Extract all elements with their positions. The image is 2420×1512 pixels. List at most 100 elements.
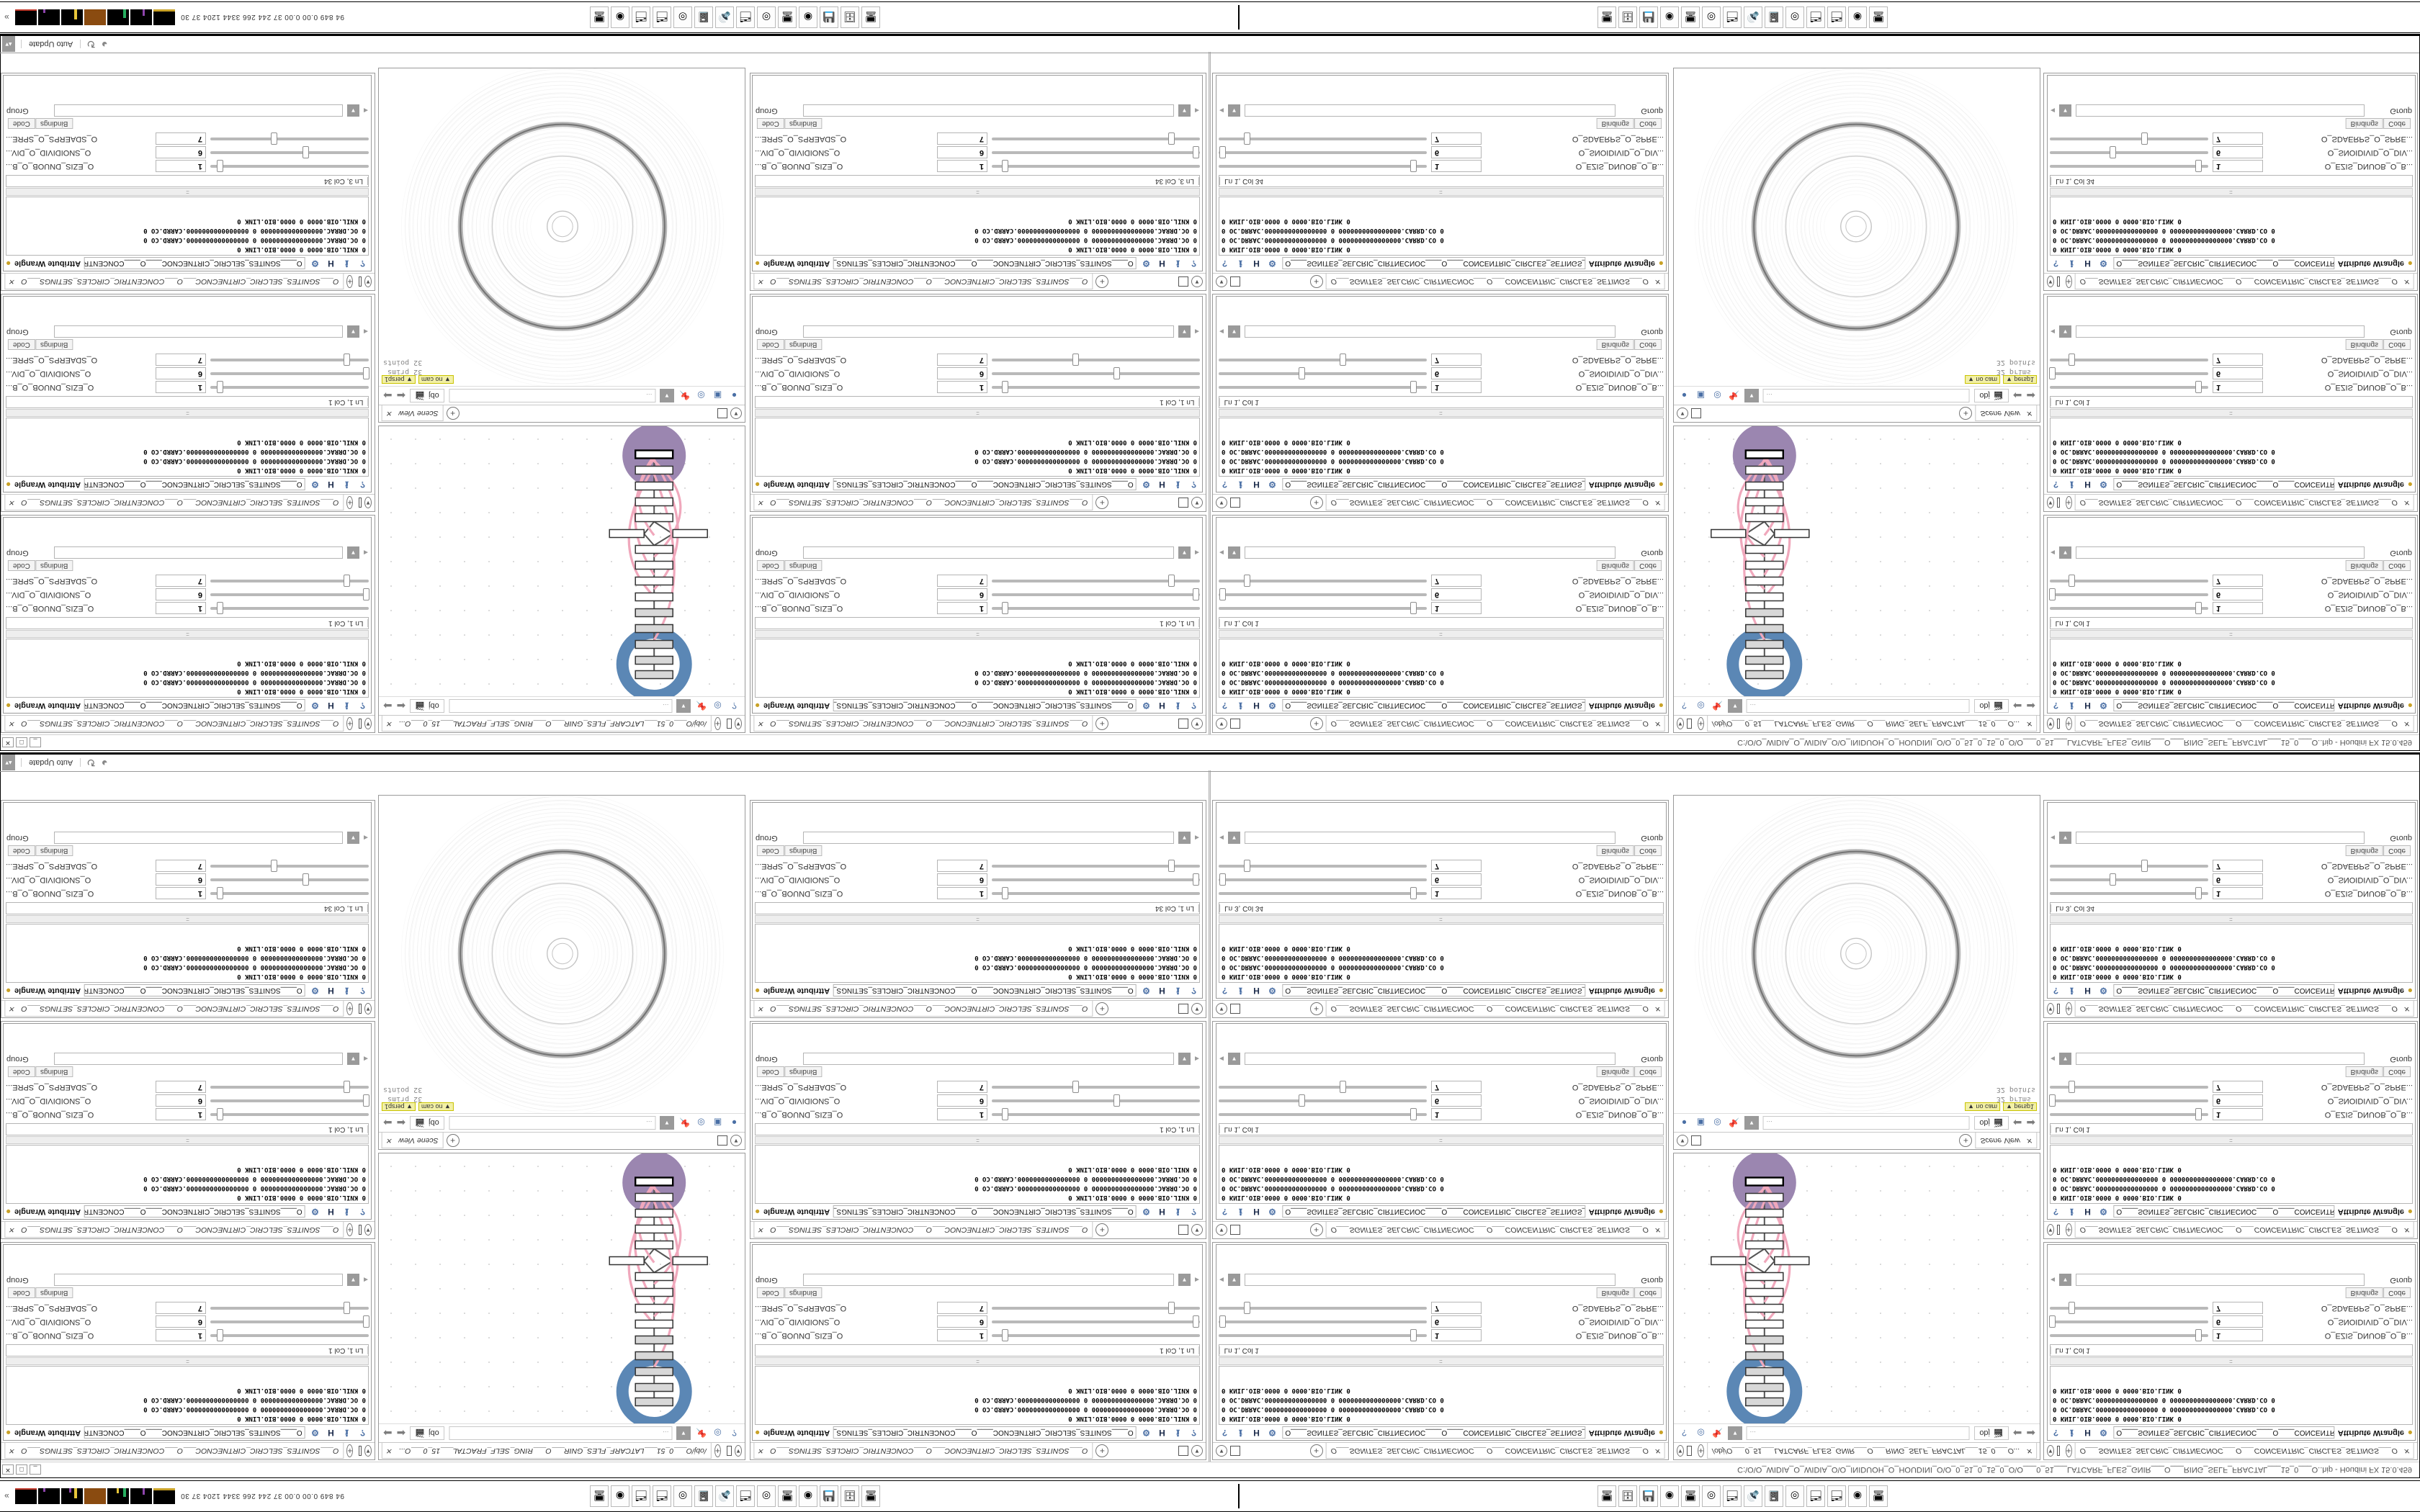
pin-icon[interactable]: 📌 bbox=[1712, 1428, 1723, 1439]
app-icon-editor[interactable]: 🗂 bbox=[1806, 6, 1825, 28]
params-tabbar[interactable]: O___SGNITES_SELCRIC_CIRTNECNOC___O___CON… bbox=[1, 715, 375, 732]
add-tab-icon[interactable]: + bbox=[346, 275, 354, 289]
code-hscrollbar[interactable]: :::: bbox=[755, 409, 1200, 418]
code-bindings-tabs[interactable]: Code Bindings bbox=[8, 118, 371, 130]
tab-parameters[interactable]: O___SGNITES_SELCRIC_CIRTNECNOC___O___CON… bbox=[1325, 716, 1665, 732]
gear-icon[interactable]: ⚙ bbox=[1142, 1207, 1150, 1217]
tab-code[interactable]: Code bbox=[757, 560, 784, 572]
code-bindings-tabs[interactable]: Code Bindings bbox=[2048, 1287, 2411, 1299]
param-row[interactable]: O_EZIS_DNUOB_O_B... 1 bbox=[755, 380, 1200, 394]
app-icon-save[interactable]: 💾 bbox=[1639, 1485, 1658, 1507]
app-icon-houdini3[interactable]: ◎ bbox=[757, 1485, 776, 1507]
group-field[interactable] bbox=[2076, 1053, 2365, 1066]
param-row[interactable]: O_SNOIDIVID_O_DIV... 6 bbox=[1219, 588, 1664, 601]
add-tab-icon[interactable]: + bbox=[2065, 1223, 2072, 1237]
back-arrow-icon[interactable]: ⬅ bbox=[383, 389, 393, 402]
node-name-field[interactable]: O____SGNITES_SELCRIC_CIRTNECNOC____O____… bbox=[2113, 257, 2334, 270]
params-tab-pane[interactable]: O___SGNITES_SELCRIC_CIRTNECNOC___O___CON… bbox=[2043, 1242, 2418, 1460]
chevron-down-icon[interactable]: ▼ bbox=[1178, 325, 1191, 338]
path-dropdown-icon[interactable]: ▼ bbox=[1728, 1426, 1742, 1440]
group-field[interactable] bbox=[54, 325, 343, 338]
node-name-field[interactable]: O____SGNITES_SELCRIC_CIRTNECNOC____O____… bbox=[2113, 699, 2334, 712]
help-icon[interactable]: ? bbox=[732, 701, 737, 711]
refresh-icon-2[interactable]: ↻ bbox=[86, 37, 96, 50]
add-tab-icon[interactable]: + bbox=[1309, 1444, 1323, 1458]
param-slider[interactable] bbox=[1219, 1108, 1427, 1121]
parameter-pane[interactable]: ● Attribute Wrangle O____SGNITES_SELCRIC… bbox=[3, 517, 372, 714]
tab-parameters[interactable]: O___SGNITES_SELCRIC_CIRTNECNOC___O___CON… bbox=[4, 1222, 344, 1238]
param-value-field[interactable]: 1 bbox=[1430, 381, 1482, 394]
close-icon[interactable]: ✕ bbox=[9, 1446, 16, 1455]
param-value-field[interactable]: 7 bbox=[1430, 860, 1482, 873]
maximize-pane-icon[interactable] bbox=[2056, 498, 2060, 508]
group-picker-icon[interactable]: ▸ bbox=[2051, 326, 2056, 337]
node-name-field[interactable]: O____SGNITES_SELCRIC_CIRTNECNOC____O____… bbox=[1282, 257, 1585, 270]
network-editor-pathbar[interactable]: ⬅ ➡ 🎬 obj ... ▼ 📌 ◎ ? bbox=[1674, 696, 2040, 715]
sphere-icon[interactable]: ● bbox=[731, 390, 738, 401]
group-row[interactable]: Group ▼ ▸ bbox=[4, 324, 371, 338]
param-row[interactable]: O_SNOIDIVID_O_DIV... 6 bbox=[6, 366, 369, 380]
code-hscrollbar[interactable]: :::: bbox=[755, 1357, 1200, 1366]
chevron-down-icon[interactable]: ▼ bbox=[346, 832, 359, 845]
tab-network-editor[interactable]: /obj/O___0_51___LATCARF_FLES_GNIR___O___… bbox=[1707, 716, 2037, 732]
node-name-field[interactable]: O____SGNITES_SELCRIC_CIRTNECNOC____O____… bbox=[2113, 1426, 2334, 1439]
maximize-pane-icon[interactable] bbox=[717, 1135, 727, 1146]
pane-menu-icon[interactable]: ▼ bbox=[2047, 276, 2054, 288]
forward-arrow-icon[interactable]: ➡ bbox=[396, 699, 406, 712]
scene-view-tabbar[interactable]: Scene View ✕ + ▼ bbox=[1674, 405, 2040, 422]
add-tab-icon[interactable]: + bbox=[2065, 1444, 2072, 1458]
param-row[interactable]: O_EZIS_DNUOB_O_B... 1 bbox=[2050, 1328, 2413, 1342]
app-icon-houdini4[interactable]: ◎ bbox=[673, 1485, 692, 1507]
param-slider[interactable] bbox=[992, 1329, 1200, 1342]
node-header[interactable]: ● Attribute Wrangle O____SGNITES_SELCRIC… bbox=[753, 1426, 1202, 1440]
param-slider[interactable] bbox=[2050, 1329, 2209, 1342]
param-value-field[interactable]: 7 bbox=[937, 575, 988, 588]
param-row[interactable]: O_EZIS_DNUOB_O_B... 1 bbox=[1219, 886, 1664, 900]
help-icon[interactable]: ? bbox=[1222, 1207, 1228, 1217]
maximize-pane-icon[interactable] bbox=[1178, 276, 1188, 287]
code-bindings-tabs[interactable]: Code Bindings bbox=[2048, 339, 2411, 351]
group-row[interactable]: Group ▼ ▸ bbox=[4, 1051, 371, 1066]
param-slider[interactable] bbox=[2049, 588, 2209, 601]
close-icon[interactable]: ✕ bbox=[2403, 1004, 2409, 1013]
info-icon[interactable]: ℹ bbox=[1176, 258, 1180, 269]
add-tab-icon[interactable]: + bbox=[346, 1444, 354, 1458]
parameter-list[interactable]: O_EZIS_DNUOB_O_B... 1 O_SNOIDIVID_O_DIV.… bbox=[2048, 351, 2415, 395]
pane-menu-icon[interactable]: ▼ bbox=[2047, 1003, 2054, 1015]
app-icon-calculator2[interactable]: 📓 bbox=[694, 1485, 713, 1507]
param-value-field[interactable]: 7 bbox=[1430, 575, 1482, 588]
scene-view-pathbar[interactable]: ⬅ ➡ 🎬 obj ... ▼ 📌 ◎ ▣ ● bbox=[1674, 1113, 2040, 1132]
params-tabbar[interactable]: O___SGNITES_SELCRIC_CIRTNECNOC___O___CON… bbox=[750, 494, 1206, 511]
info-icon[interactable]: ℹ bbox=[1176, 1207, 1180, 1217]
tab-bindings[interactable]: Bindings bbox=[1596, 1066, 1635, 1078]
tab-parameters[interactable]: O___SGNITES_SELCRIC_CIRTNECNOC___O___CON… bbox=[753, 716, 1093, 732]
parameter-pane[interactable]: ● Attribute Wrangle O____SGNITES_SELCRIC… bbox=[752, 75, 1203, 271]
params-tabbar[interactable]: O___SGNITES_SELCRIC_CIRTNECNOC___O___CON… bbox=[2044, 1221, 2417, 1238]
scene-view-pane[interactable]: Scene View ✕ + ▼ ⬅ ➡ 🎬 obj ... ▼ 📌 ◎ ▣ ●… bbox=[1673, 795, 2040, 1150]
param-slider[interactable] bbox=[210, 860, 369, 873]
tab-bindings[interactable]: Bindings bbox=[2345, 1287, 2384, 1299]
app-icon-calculator2[interactable]: 📓 bbox=[694, 6, 713, 28]
breadcrumb[interactable]: 🎬 obj bbox=[1974, 699, 2009, 713]
param-value-field[interactable]: 6 bbox=[155, 367, 206, 380]
params-tabbar[interactable]: O___SGNITES_SELCRIC_CIRTNECNOC___O___CON… bbox=[1213, 1000, 1668, 1017]
cube-icon[interactable]: ▣ bbox=[713, 390, 722, 401]
parameter-pane[interactable]: ● Attribute Wrangle O____SGNITES_SELCRIC… bbox=[752, 802, 1203, 999]
params-tab-pane[interactable]: O___SGNITES_SELCRIC_CIRTNECNOC___O___CON… bbox=[750, 1242, 1206, 1460]
param-value-field[interactable]: 6 bbox=[155, 873, 206, 886]
params-tab-pane[interactable]: O___SGNITES_SELCRIC_CIRTNECNOC___O___CON… bbox=[750, 800, 1206, 1018]
cube-icon[interactable]: ▣ bbox=[713, 1117, 722, 1128]
info-icon[interactable]: ℹ bbox=[1176, 1428, 1180, 1438]
maximize-button[interactable]: □ bbox=[16, 1464, 27, 1475]
chevron-down-icon[interactable]: ▼ bbox=[346, 325, 359, 338]
param-slider[interactable] bbox=[1219, 588, 1427, 601]
gear-icon[interactable]: ⚙ bbox=[2099, 701, 2107, 711]
parameter-list[interactable]: O_EZIS_DNUOB_O_B... 1 O_SNOIDIVID_O_DIV.… bbox=[1216, 572, 1666, 616]
param-slider[interactable] bbox=[992, 132, 1200, 145]
scene-viewport[interactable]: ▼ persp1 ▼ no cam 32 prims 32 points bbox=[1674, 796, 2040, 1113]
parameter-pane[interactable]: ● Attribute Wrangle O____SGNITES_SELCRIC… bbox=[2047, 1244, 2416, 1441]
node-header[interactable]: ● Attribute Wrangle O____SGNITES_SELCRIC… bbox=[4, 1426, 371, 1440]
pin-icon[interactable]: 📌 bbox=[1729, 390, 1739, 401]
info-icon[interactable]: ℹ bbox=[345, 701, 349, 711]
